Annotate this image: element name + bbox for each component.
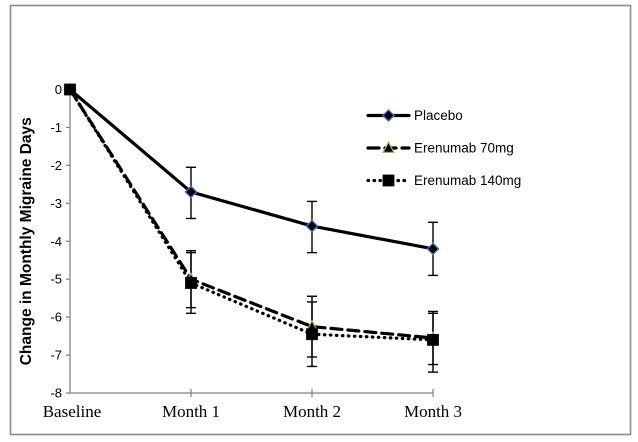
figure-border	[9, 4, 632, 436]
x-category-label: Month 1	[162, 402, 220, 421]
marker-square	[185, 277, 197, 289]
marker-square	[64, 83, 76, 96]
marker-diamond	[426, 242, 440, 256]
y-tick-label: -4	[50, 234, 62, 249]
y-tick-label: -8	[50, 386, 62, 401]
marker-square	[306, 328, 318, 341]
y-tick-label: -3	[50, 196, 62, 211]
y-axis-title: Change in Monthly Migraine Days	[18, 117, 35, 365]
legend-marker-square	[382, 174, 395, 187]
legend-label: Erenumab 140mg	[414, 173, 521, 188]
y-tick-label: -7	[50, 348, 62, 363]
series-line-placebo	[68, 87, 435, 251]
y-tick-label: -2	[50, 158, 62, 173]
y-tick-label: -6	[50, 310, 62, 325]
x-category-label: Month 2	[283, 402, 341, 421]
legend-label: Erenumab 70mg	[414, 141, 514, 156]
marker-square	[427, 333, 439, 346]
marker-diamond	[184, 185, 198, 199]
y-tick-label: -5	[50, 272, 62, 287]
y-tick-label: 0	[55, 82, 62, 97]
legend-marker-diamond	[381, 108, 396, 123]
series-line-erenumab-70mg	[68, 87, 435, 340]
marker-diamond	[305, 219, 319, 233]
legend-marker-triangle	[382, 140, 395, 153]
y-tick-label: -1	[50, 120, 62, 135]
x-category-label: Month 3	[404, 402, 462, 421]
series-line-erenumab-140mg	[68, 87, 435, 342]
x-category-label: Baseline	[43, 402, 102, 421]
legend-label: Placebo	[414, 108, 463, 123]
